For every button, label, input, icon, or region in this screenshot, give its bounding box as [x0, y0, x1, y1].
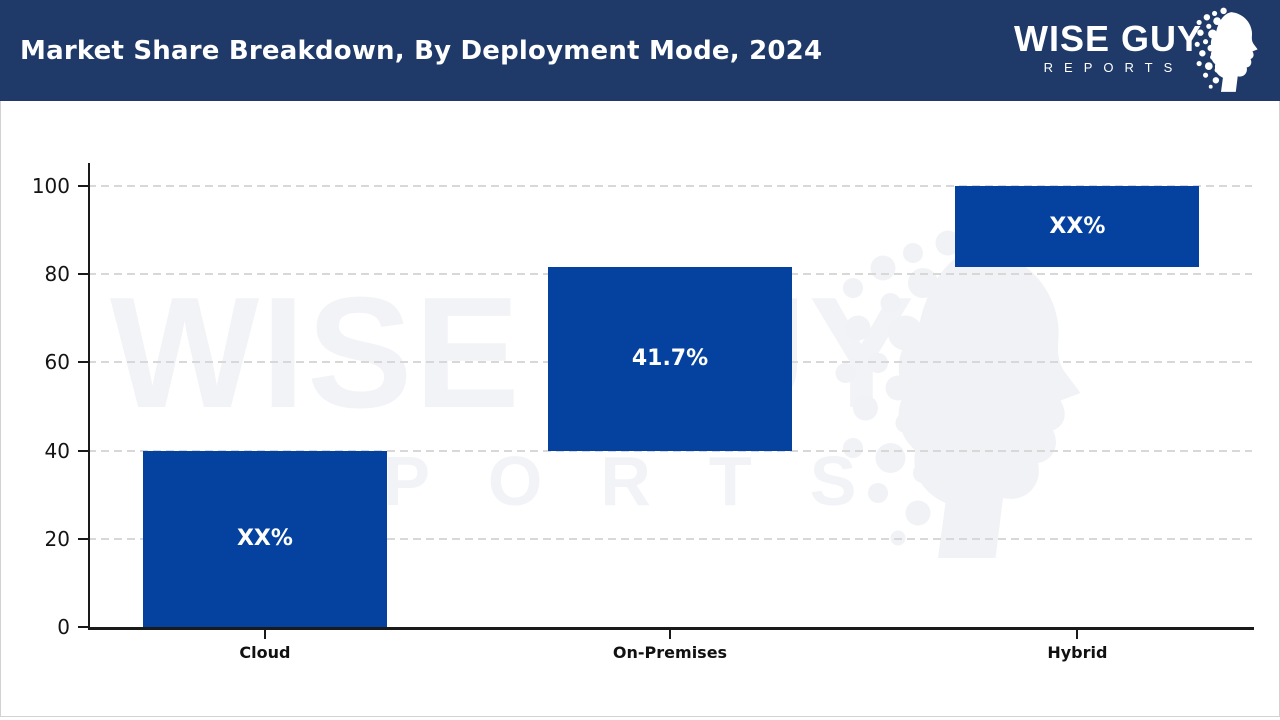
wise-guy-logo: WISE GUY REPORTS: [1014, 0, 1280, 101]
ytick-label-100: 100: [31, 174, 70, 198]
header-bar: Market Share Breakdown, By Deployment Mo…: [0, 0, 1280, 101]
ytick-label-0: 0: [57, 615, 70, 639]
y-axis-spine: [88, 163, 90, 630]
bar-value-label-hybrid: XX%: [1049, 213, 1106, 239]
ytick-mark-80: [78, 273, 88, 276]
logo-text: WISE GUY REPORTS: [1014, 20, 1202, 75]
bar-on-premises: 41.7%: [548, 266, 792, 451]
bar-value-label-cloud: XX%: [236, 526, 293, 552]
logo-wordmark: WISE GUY: [1013, 18, 1202, 60]
logo-subtitle: REPORTS: [1043, 59, 1184, 75]
ytick-mark-20: [78, 537, 88, 540]
ytick-label-60: 60: [44, 350, 70, 375]
ytick-label-20: 20: [44, 526, 70, 551]
bar-value-label-on-premises: 41.7%: [631, 346, 709, 372]
wise-guy-head-icon: [1190, 7, 1270, 97]
ytick-mark-0: [78, 626, 88, 628]
page-title: Market Share Breakdown, By Deployment Mo…: [20, 35, 823, 66]
ytick-mark-40: [78, 449, 88, 452]
xtick-mark-on-premises: [669, 630, 671, 639]
bar-hybrid: XX%: [955, 186, 1200, 267]
ytick-mark-60: [78, 361, 88, 364]
ytick-mark-100: [78, 185, 88, 187]
gridline-40: [88, 449, 1252, 452]
category-label-on-premises: On-Premises: [612, 643, 728, 662]
gridline-20: [88, 537, 1252, 540]
bar-cloud: XX%: [142, 450, 387, 627]
gridline-100: [88, 185, 1252, 187]
x-axis-spine: [88, 627, 1254, 630]
category-label-cloud: Cloud: [239, 643, 291, 662]
xtick-mark-cloud: [263, 630, 266, 639]
ytick-label-40: 40: [44, 438, 70, 463]
ytick-label-80: 80: [44, 262, 70, 287]
category-label-hybrid: Hybrid: [1047, 643, 1108, 662]
xtick-mark-hybrid: [1076, 630, 1079, 639]
